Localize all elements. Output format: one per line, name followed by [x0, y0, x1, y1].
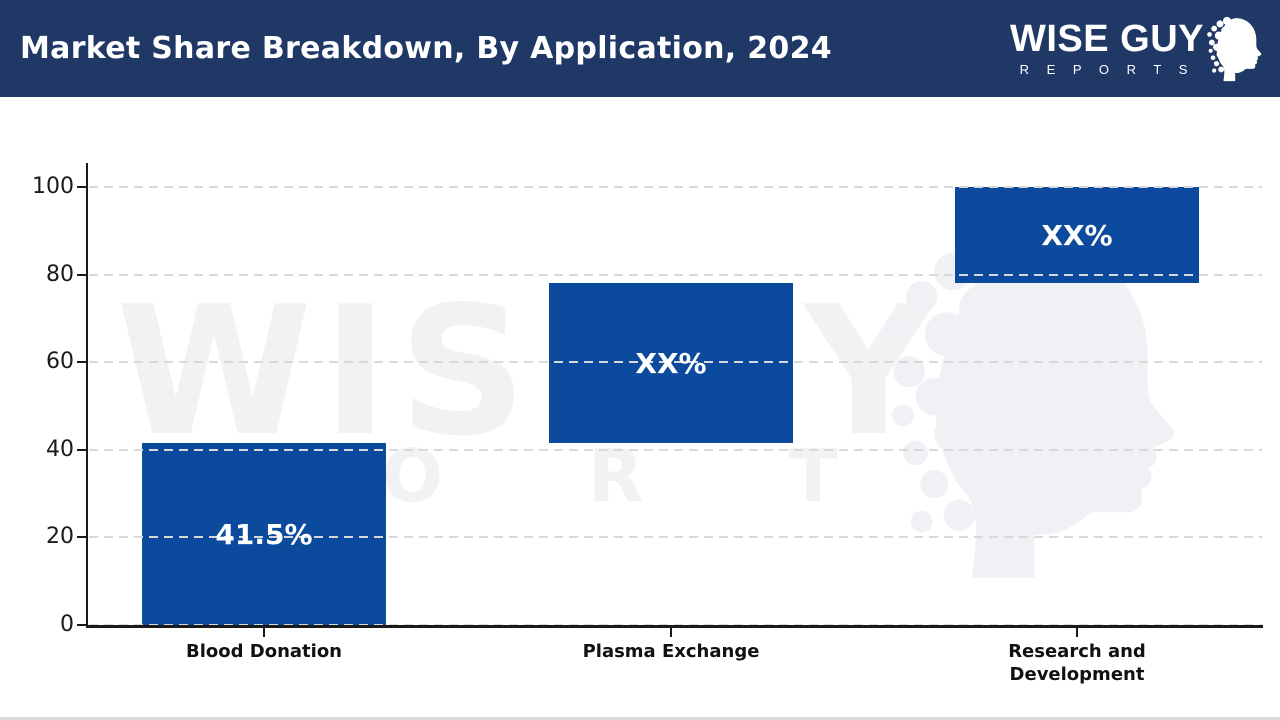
bar-value-label: 41.5%: [215, 517, 313, 551]
y-tick-mark: [77, 273, 87, 276]
watermark-face-icon: [884, 234, 1175, 578]
category-label-blood-donation: Blood Donation: [186, 641, 342, 662]
x-axis-line: [86, 625, 1263, 628]
category-label-research-and-development: Research and Development: [1008, 641, 1146, 685]
gridline: [89, 361, 1262, 364]
y-tick-label: 40: [46, 436, 74, 462]
y-tick-mark: [77, 536, 87, 539]
x-tick-mark: [263, 628, 265, 637]
category-label-plasma-exchange: Plasma Exchange: [582, 641, 760, 662]
gridline: [89, 536, 1262, 539]
gridline: [89, 273, 1262, 276]
x-tick-mark: [1076, 628, 1078, 637]
plot-area: WISE Y P O R T S 0 20 40 60 80 100 41.5% Blood …: [0, 97, 1280, 717]
header: Market Share Breakdown, By Application, …: [0, 0, 1280, 97]
logo-brand-name: WISE GUY: [1009, 18, 1204, 60]
y-tick-mark: [77, 624, 87, 626]
y-tick-mark: [77, 186, 87, 188]
y-tick-label: 60: [46, 349, 74, 375]
y-tick-mark: [77, 448, 87, 451]
bar-plasma-exchange: [549, 283, 793, 444]
chart-title: Market Share Breakdown, By Application, …: [20, 31, 832, 66]
logo-text: WISE GUY R E P O R T S: [1010, 20, 1204, 77]
gridline: [89, 186, 1262, 188]
y-tick-mark: [77, 361, 87, 364]
bar-blood-donation: [142, 443, 386, 625]
bar-value-label: XX%: [1041, 218, 1113, 252]
gridline: [89, 448, 1262, 451]
logo-brand-sub: R E P O R T S: [1019, 62, 1195, 77]
y-tick-label: 0: [60, 612, 74, 637]
dotted-face-icon: [1207, 16, 1262, 81]
y-tick-label: 80: [46, 261, 74, 287]
x-tick-mark: [670, 628, 672, 637]
y-tick-label: 20: [46, 524, 74, 550]
y-tick-label: 100: [32, 174, 74, 199]
wiseguy-logo: WISE GUY R E P O R T S: [1010, 14, 1262, 84]
y-axis-line: [86, 163, 88, 628]
bar-research-and-development: [955, 187, 1199, 284]
bar-value-label: XX%: [635, 346, 707, 380]
